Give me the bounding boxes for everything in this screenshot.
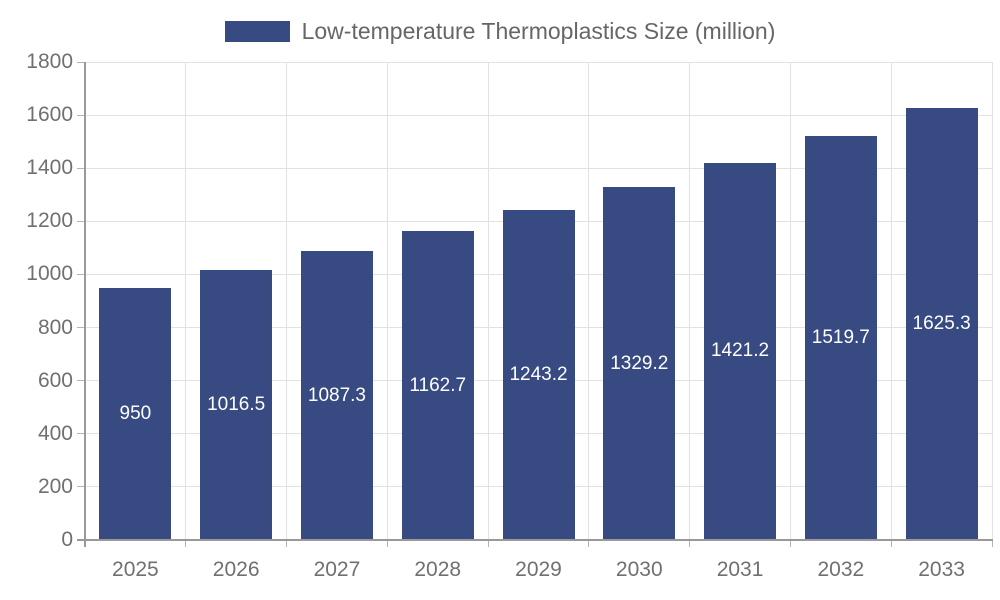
bar-2030: 1329.2 [603, 187, 676, 540]
bar-2028: 1162.7 [401, 231, 474, 540]
x-axis-label-2026: 2026 [212, 558, 260, 581]
y-axis-tick-label: 1000 [26, 262, 73, 286]
x-axis-label-2031: 2031 [716, 558, 764, 581]
bar-2033: 1625.3 [905, 108, 978, 540]
y-axis-tick [77, 61, 85, 63]
y-axis-tick-label: 0 [61, 528, 73, 551]
x-axis-tick [487, 540, 489, 547]
bar-2031: 1421.2 [704, 162, 777, 540]
v-gridline [890, 62, 892, 540]
bar-value-label: 1519.7 [811, 327, 870, 349]
v-gridline [588, 62, 590, 540]
y-axis-tick-label: 1200 [26, 209, 73, 233]
x-axis-tick [386, 540, 388, 547]
x-axis-tick [689, 540, 691, 547]
x-axis-label-2030: 2030 [615, 558, 663, 581]
v-gridline [991, 62, 993, 540]
v-gridline [185, 62, 187, 540]
bar-value-label: 1016.5 [207, 394, 266, 416]
y-axis-tick-label: 400 [37, 421, 73, 445]
y-axis-tick [77, 433, 85, 435]
v-gridline [487, 62, 489, 540]
bar-value-label: 1421.2 [710, 340, 770, 362]
x-axis-label-2028: 2028 [414, 558, 462, 581]
bar-value-label: 1625.3 [912, 313, 971, 335]
x-axis-tick [185, 540, 187, 547]
x-axis-tick [890, 540, 892, 547]
y-axis-tick-label: 1400 [26, 156, 73, 180]
bar-value-label: 1087.3 [307, 384, 366, 406]
y-axis-tick-label: 1600 [26, 103, 73, 127]
y-axis-line [84, 62, 86, 547]
v-gridline [386, 62, 388, 540]
legend[interactable]: Low-temperature Thermoplastics Size (mil… [0, 18, 1000, 45]
bar-2025: 950 [99, 287, 172, 540]
y-axis-tick [77, 273, 85, 275]
y-axis-tick [77, 380, 85, 382]
bar-2032: 1519.7 [804, 136, 877, 540]
y-axis-tick-label: 600 [37, 368, 73, 392]
bar-value-label: 950 [119, 402, 152, 424]
bar-2026: 1016.5 [200, 270, 273, 540]
y-axis-tick-label: 800 [37, 315, 73, 339]
y-axis-tick-label: 200 [37, 474, 73, 498]
bar-value-label: 1162.7 [409, 374, 467, 396]
v-gridline [789, 62, 791, 540]
y-axis-tick [77, 327, 85, 329]
x-axis-tick [789, 540, 791, 547]
x-axis-line [77, 539, 993, 541]
y-axis-tick [77, 486, 85, 488]
v-gridline [286, 62, 288, 540]
bar-value-label: 1329.2 [610, 352, 669, 374]
bar-2029: 1243.2 [502, 209, 575, 540]
h-gridline [85, 61, 992, 63]
v-gridline [689, 62, 691, 540]
h-gridline [85, 167, 992, 169]
y-axis-tick [77, 220, 85, 222]
y-axis-tick-label: 1800 [26, 50, 73, 73]
x-axis-label-2027: 2027 [313, 558, 361, 581]
x-axis-label-2033: 2033 [918, 558, 965, 581]
h-gridline [85, 114, 992, 116]
x-axis-tick [588, 540, 590, 547]
x-axis-label-2025: 2025 [112, 558, 159, 581]
y-axis-tick [77, 114, 85, 116]
bar-2027: 1087.3 [300, 251, 373, 540]
legend-label: Low-temperature Thermoplastics Size (mil… [301, 18, 776, 44]
y-axis-tick [77, 167, 85, 169]
x-axis-tick [991, 540, 993, 547]
x-axis-label-2032: 2032 [817, 558, 865, 581]
legend-swatch[interactable] [224, 21, 290, 42]
x-axis-tick [286, 540, 288, 547]
x-axis-label-2029: 2029 [515, 558, 562, 581]
bar-value-label: 1243.2 [509, 363, 568, 385]
